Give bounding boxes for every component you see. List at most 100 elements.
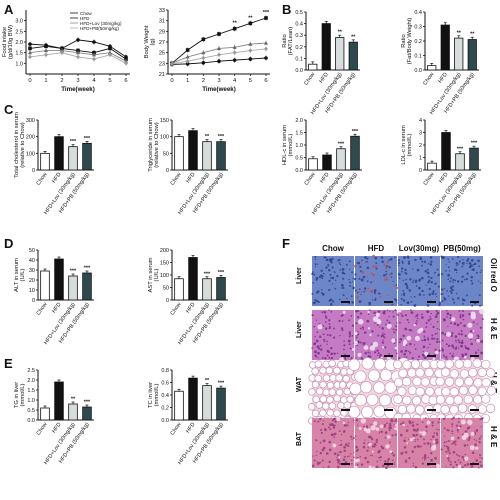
nucleus [396,302,398,304]
adipocyte [349,382,362,395]
nucleus [317,347,321,350]
nucleus [440,293,442,295]
nucleus [369,352,371,354]
nucleus [458,341,461,344]
nucleus [371,330,374,333]
significance-label: *** [84,400,91,406]
nucleus [320,274,323,277]
nucleus [376,465,379,469]
nucleus [443,435,446,437]
nucleus [395,286,399,290]
nucleus [474,443,477,447]
nucleus [418,293,422,296]
data-point [108,52,112,57]
lipid-droplet [381,346,385,349]
significance-label: ** [470,32,475,38]
nucleus [400,270,403,273]
nucleus [350,314,353,317]
nucleus [344,443,348,447]
nucleus [479,304,481,307]
nucleus [410,329,413,332]
y-axis-label: (g/d/10g BW) [8,25,14,59]
significance-label: ** [205,378,210,384]
nucleus [328,279,331,283]
nucleus [429,317,432,320]
adipocyte [333,394,341,403]
nucleus [394,256,396,259]
data-point [201,61,206,65]
nucleus [321,311,324,314]
nucleus [348,331,351,334]
nucleus [376,349,379,352]
y-tick-label: 0 [32,168,35,174]
adipocyte [384,381,397,394]
nucleus [416,438,419,441]
bar [427,162,437,171]
category-label: Chow [304,172,317,187]
nucleus [379,356,381,358]
nucleus [323,311,327,314]
nucleus [430,323,432,325]
nucleus [405,278,408,281]
nucleus [466,272,469,275]
nucleus [370,437,374,441]
nucleus [328,440,331,444]
lipid-droplet [368,442,372,447]
nucleus [456,262,459,265]
lipid-droplet [370,425,376,431]
nucleus [315,276,319,280]
nucleus [338,459,341,463]
histology-image [397,308,441,361]
nucleus [411,450,415,453]
nucleus [434,271,436,274]
nucleus [341,320,344,322]
nucleus [386,309,389,311]
nucleus [325,256,327,259]
adipocyte [367,369,381,382]
nucleus [355,449,359,452]
bar [82,272,92,301]
nucleus [381,334,385,337]
nucleus [378,292,380,295]
nucleus [441,331,445,335]
nucleus [331,276,335,280]
nucleus [393,424,395,426]
adipocyte [343,401,351,409]
adipocyte [444,377,455,387]
nucleus [413,344,416,346]
nucleus [436,332,438,335]
nucleus [433,432,436,434]
adipocyte [322,374,331,382]
nucleus [386,422,388,425]
nucleus [332,433,334,436]
hist-stain-label: Oil red O [489,258,498,292]
nucleus [466,427,470,430]
nucleus [407,262,411,265]
nucleus [361,259,363,261]
nucleus [332,426,336,429]
nucleus [381,327,385,330]
nucleus [400,350,403,353]
nucleus [311,313,314,316]
nucleus [389,441,391,444]
nucleus [452,346,455,349]
nucleus [416,423,419,426]
adipocyte [333,409,341,418]
nucleus [368,301,371,304]
bar [322,154,332,171]
scale-bar [384,301,393,303]
scale-bar [470,463,479,465]
nucleus [449,317,452,320]
nucleus [342,277,345,280]
nucleus [357,333,360,336]
nucleus [418,286,421,290]
nucleus [358,300,362,304]
nucleus [323,256,326,259]
nucleus [381,446,385,450]
nucleus [455,463,458,467]
nucleus [412,268,414,270]
nucleus [465,294,468,297]
nucleus [317,263,319,265]
nucleus [421,289,424,293]
nucleus [457,459,460,461]
